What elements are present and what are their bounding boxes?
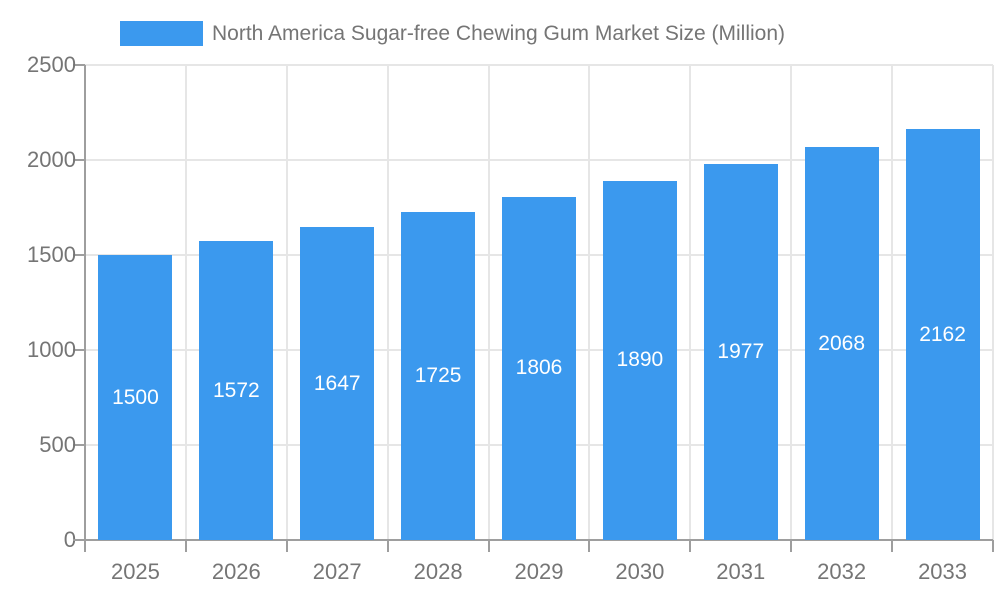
y-axis-tick bbox=[73, 444, 85, 446]
bar[interactable] bbox=[502, 196, 576, 540]
bar-value-label: 1890 bbox=[616, 348, 664, 372]
y-tick-label: 2500 bbox=[27, 52, 76, 77]
x-axis-tick bbox=[790, 540, 793, 552]
bar[interactable] bbox=[199, 241, 274, 540]
bar-value-label: 1500 bbox=[112, 385, 159, 409]
x-tick-label: 2027 bbox=[312, 559, 362, 584]
bar[interactable] bbox=[300, 227, 375, 540]
x-tick-label: 2032 bbox=[817, 559, 867, 584]
bar-value-label: 1977 bbox=[717, 340, 765, 364]
x-gridline bbox=[386, 65, 389, 540]
x-tick-label: 2025 bbox=[110, 559, 160, 584]
y-tick-label: 500 bbox=[39, 432, 76, 457]
bar-value-label: 2068 bbox=[818, 331, 866, 355]
x-axis-tick bbox=[487, 540, 490, 552]
bar-value-label: 1572 bbox=[212, 378, 260, 402]
y-axis-tick bbox=[73, 254, 85, 256]
x-gridline bbox=[487, 65, 490, 540]
x-tick-label: 2033 bbox=[918, 559, 968, 584]
x-gridline bbox=[790, 65, 793, 540]
bar-value-label: 2162 bbox=[919, 322, 966, 346]
x-gridline bbox=[689, 65, 692, 540]
x-gridline bbox=[992, 65, 994, 540]
x-axis-tick bbox=[588, 540, 591, 552]
x-axis-tick bbox=[689, 540, 692, 552]
x-axis-tick bbox=[891, 540, 894, 552]
bar[interactable] bbox=[804, 147, 879, 540]
x-axis-tick bbox=[285, 540, 288, 552]
y-axis-tick bbox=[73, 159, 85, 161]
y-axis-tick bbox=[73, 64, 85, 66]
x-gridline bbox=[588, 65, 591, 540]
bar-value-label: 1725 bbox=[414, 364, 462, 388]
x-tick-label: 2028 bbox=[413, 559, 463, 584]
legend-swatch bbox=[120, 21, 203, 46]
y-axis-tick bbox=[73, 349, 85, 351]
x-gridline bbox=[184, 65, 187, 540]
bar[interactable] bbox=[905, 129, 980, 540]
bar[interactable] bbox=[98, 255, 173, 540]
y-tick-label: 1500 bbox=[27, 242, 76, 267]
bar[interactable] bbox=[602, 180, 677, 540]
x-tick-label: 2026 bbox=[211, 559, 261, 584]
y-gridline bbox=[85, 64, 993, 66]
x-axis-tick bbox=[84, 540, 86, 552]
x-tick-label: 2031 bbox=[716, 559, 766, 584]
bar-value-label: 1806 bbox=[515, 356, 563, 380]
x-axis-tick bbox=[386, 540, 389, 552]
x-axis-line bbox=[73, 539, 993, 541]
y-tick-label: 1000 bbox=[27, 337, 76, 362]
x-gridline bbox=[285, 65, 288, 540]
y-tick-label: 0 bbox=[63, 527, 76, 552]
y-gridline bbox=[85, 159, 993, 161]
x-axis-tick bbox=[184, 540, 187, 552]
bar-value-label: 1647 bbox=[313, 371, 361, 395]
x-gridline bbox=[891, 65, 894, 540]
chart-title: North America Sugar-free Chewing Gum Mar… bbox=[212, 22, 786, 45]
x-tick-label: 2030 bbox=[615, 559, 665, 584]
bar[interactable] bbox=[703, 164, 778, 540]
x-axis-tick bbox=[992, 540, 994, 552]
y-tick-label: 2000 bbox=[27, 147, 76, 172]
bar[interactable] bbox=[401, 212, 476, 540]
legend-item[interactable]: North America Sugar-free Chewing Gum Mar… bbox=[120, 21, 785, 46]
x-tick-label: 2029 bbox=[514, 559, 564, 584]
y-axis-line bbox=[84, 65, 86, 540]
